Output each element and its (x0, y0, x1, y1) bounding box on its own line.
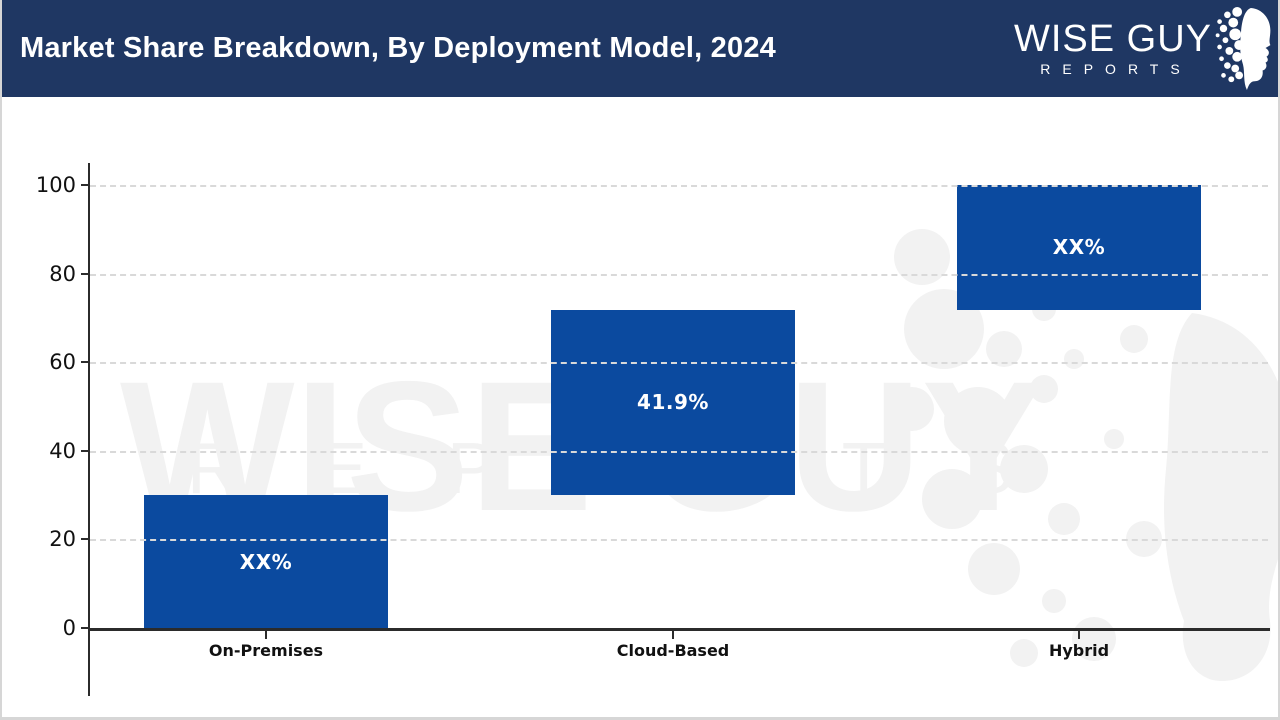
y-axis-tick-label: 60 (49, 350, 76, 375)
watermark-dotted-face (890, 225, 1278, 681)
x-axis-tick-mark (1078, 631, 1080, 639)
page-title: Market Share Breakdown, By Deployment Mo… (20, 32, 776, 64)
bar-value-label: 41.9% (637, 390, 709, 415)
logo-subtitle: REPORTS (1040, 61, 1192, 77)
y-axis-tick-mark (81, 272, 89, 275)
header-bar: Market Share Breakdown, By Deployment Mo… (2, 0, 1278, 97)
y-axis-tick-mark (81, 538, 89, 541)
y-axis-line (88, 163, 90, 696)
x-axis-tick-mark (672, 631, 674, 639)
x-axis-tick-label: On-Premises (208, 641, 324, 660)
bar-cloud-based: 41.9% (551, 309, 795, 496)
logo-text: WISE GUY REPORTS (1014, 18, 1212, 78)
y-axis-tick-mark (81, 184, 89, 187)
bar-on-premises: XX% (144, 495, 388, 628)
chart-region: WISE GUY REPORTS 020406080100XX%41.9%XX%… (2, 97, 1278, 717)
grid-line (90, 273, 1268, 276)
y-axis-tick-label: 80 (49, 261, 76, 286)
bar-value-label: XX% (1052, 235, 1106, 260)
grid-line (90, 362, 1268, 365)
x-axis-tick-label: Hybrid (1048, 641, 1110, 660)
y-axis-tick-label: 100 (35, 173, 76, 198)
y-axis-tick-label: 0 (62, 616, 76, 640)
grid-line (90, 450, 1268, 453)
bar-value-label: XX% (239, 549, 293, 574)
logo-wordmark: WISE GUY (1013, 18, 1212, 60)
grid-line (90, 539, 1268, 542)
x-axis-tick-mark (265, 631, 267, 639)
bar-hybrid: XX% (957, 185, 1201, 310)
y-axis-tick-mark (81, 449, 89, 452)
y-axis-tick-mark (81, 361, 89, 364)
dotted-face-icon (1215, 6, 1271, 90)
grid-line (90, 185, 1268, 188)
y-axis-tick-mark (81, 627, 89, 629)
wise-guy-reports-logo: WISE GUY REPORTS (1014, 6, 1274, 90)
x-axis-line (88, 628, 1270, 631)
x-axis-tick-label: Cloud-Based (616, 641, 730, 660)
y-axis-tick-label: 20 (49, 527, 76, 552)
y-axis-tick-label: 40 (49, 438, 76, 463)
